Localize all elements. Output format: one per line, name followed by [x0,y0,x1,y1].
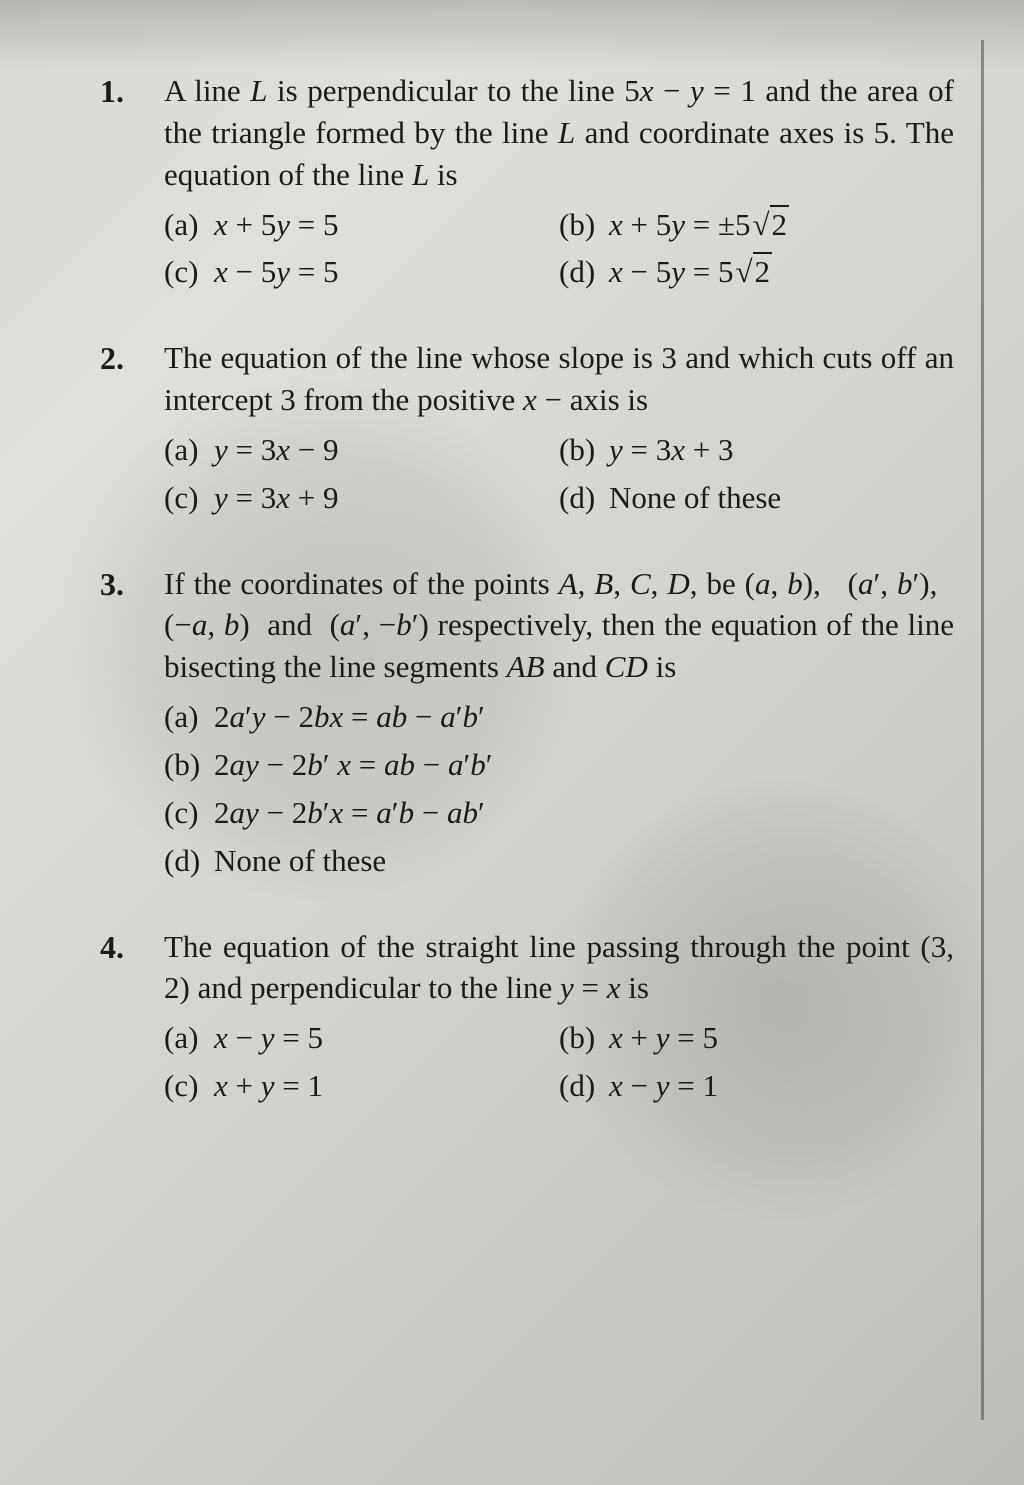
option-b: (b) x + 5y = ±52 [559,204,954,246]
question-text: If the coordinates of the points A, B, C… [164,563,954,689]
option-c: (c) x + y = 1 [164,1065,559,1107]
option-a: (a) x + 5y = 5 [164,204,559,246]
option-text: y = 3x + 9 [214,477,559,519]
option-text: x − 5y = 5 [214,251,559,293]
option-label: (a) [164,429,214,471]
option-label: (c) [164,477,214,519]
option-label: (b) [559,1017,609,1059]
question-text: A line L is perpendicular to the line 5x… [164,70,954,196]
question-number: 4. [100,926,164,969]
option-text: x − y = 5 [214,1017,559,1059]
option-text: x + y = 5 [609,1017,954,1059]
option-a: (a) 2a′y − 2bx = ab − a′b′ [164,696,954,738]
option-text: y = 3x − 9 [214,429,559,471]
option-text: None of these [214,840,954,882]
question-number: 1. [100,70,164,113]
question-2: 2. The equation of the line whose slope … [100,337,954,518]
question-4: 4. The equation of the straight line pas… [100,926,954,1107]
option-b: (b) x + y = 5 [559,1017,954,1059]
question-1: 1. A line L is perpendicular to the line… [100,70,954,293]
question-options: (a) x − y = 5 (b) x + y = 5 (c) x + y = … [164,1017,954,1107]
option-label: (c) [164,792,214,834]
question-number: 3. [100,563,164,606]
option-label: (d) [559,251,609,293]
option-label: (d) [559,1065,609,1107]
option-d: (d) None of these [559,477,954,519]
option-label: (b) [559,204,609,246]
option-label: (d) [164,840,214,882]
option-label: (a) [164,1017,214,1059]
option-text: None of these [609,477,954,519]
option-text: x + y = 1 [214,1065,559,1107]
option-text: x − y = 1 [609,1065,954,1107]
option-text: x − 5y = 52 [609,251,954,293]
option-a: (a) y = 3x − 9 [164,429,559,471]
option-text: 2a′y − 2bx = ab − a′b′ [214,696,954,738]
option-text: 2ay − 2b′x = a′b − ab′ [214,792,954,834]
option-d: (d) x − 5y = 52 [559,251,954,293]
option-label: (b) [164,744,214,786]
option-b: (b) y = 3x + 3 [559,429,954,471]
option-a: (a) x − y = 5 [164,1017,559,1059]
option-d: (d) x − y = 1 [559,1065,954,1107]
option-label: (b) [559,429,609,471]
option-c: (c) x − 5y = 5 [164,251,559,293]
option-c: (c) y = 3x + 9 [164,477,559,519]
question-3: 3. If the coordinates of the points A, B… [100,563,954,882]
option-c: (c) 2ay − 2b′x = a′b − ab′ [164,792,954,834]
option-text: x + 5y = ±52 [609,204,954,246]
option-d: (d) None of these [164,840,954,882]
option-label: (c) [164,1065,214,1107]
question-text: The equation of the straight line passin… [164,926,954,1010]
question-number: 2. [100,337,164,380]
option-label: (d) [559,477,609,519]
question-options: (a) 2a′y − 2bx = ab − a′b′ (b) 2ay − 2b′… [164,696,954,881]
option-label: (c) [164,251,214,293]
option-text: y = 3x + 3 [609,429,954,471]
option-text: 2ay − 2b′ x = ab − a′b′ [214,744,954,786]
page-content: 1. A line L is perpendicular to the line… [0,0,1024,1201]
option-text: x + 5y = 5 [214,204,559,246]
question-options: (a) y = 3x − 9 (b) y = 3x + 3 (c) y = 3x… [164,429,954,519]
option-label: (a) [164,204,214,246]
option-label: (a) [164,696,214,738]
question-options: (a) x + 5y = 5 (b) x + 5y = ±52 (c) x − … [164,204,954,294]
option-b: (b) 2ay − 2b′ x = ab − a′b′ [164,744,954,786]
question-text: The equation of the line whose slope is … [164,337,954,421]
